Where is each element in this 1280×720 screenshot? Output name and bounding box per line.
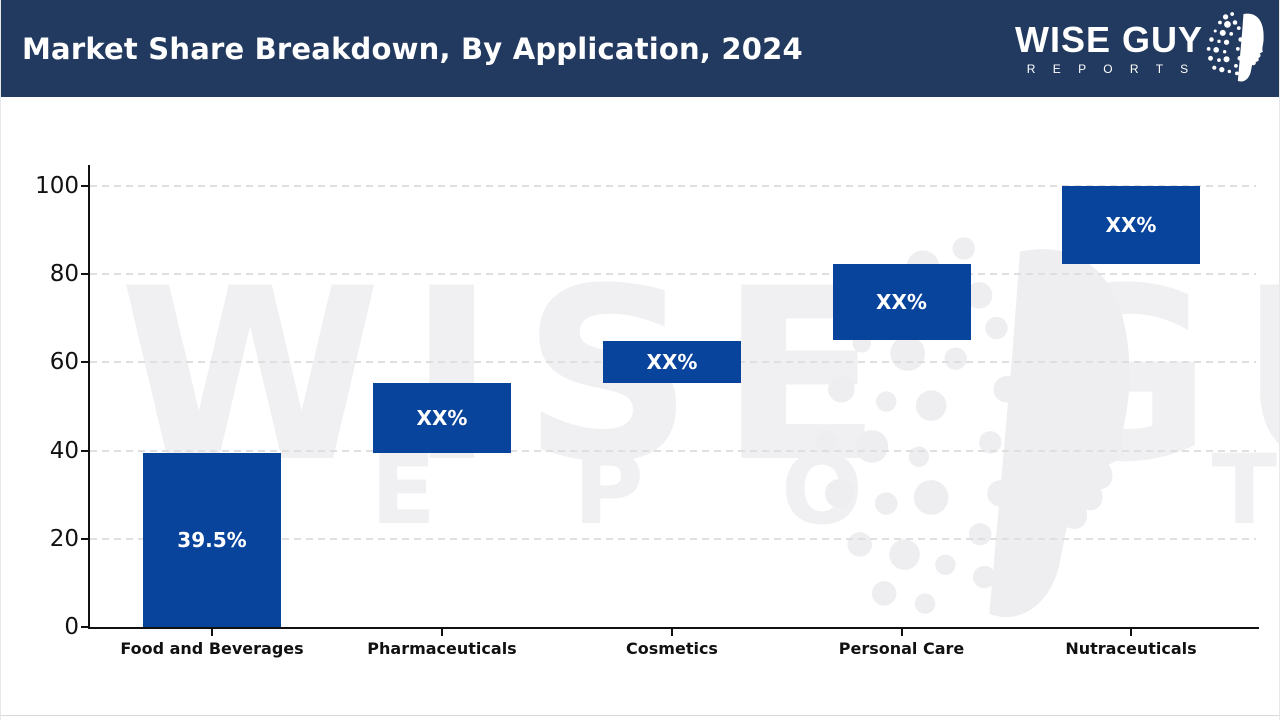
y-tick-40 bbox=[81, 449, 89, 452]
y-tick-80 bbox=[81, 273, 89, 276]
y-tick-0 bbox=[81, 626, 89, 628]
x-category-label: Food and Beverages bbox=[120, 639, 304, 658]
x-category-label: Cosmetics bbox=[626, 639, 718, 658]
y-axis-line bbox=[88, 165, 90, 629]
y-tick-label: 60 bbox=[49, 349, 79, 376]
bar-value-label: 39.5% bbox=[177, 527, 247, 552]
bar-value-label: XX% bbox=[1105, 213, 1157, 238]
waterfall-bar-3: XX% bbox=[832, 264, 971, 341]
bottom-divider bbox=[1, 715, 1279, 716]
waterfall-bar-0: 39.5% bbox=[143, 452, 281, 627]
gridline-y-80 bbox=[90, 273, 1256, 276]
x-tick-1 bbox=[441, 629, 443, 636]
logo-subtitle: R E P O R T S bbox=[1026, 61, 1196, 76]
x-tick-2 bbox=[671, 629, 673, 636]
page-title: Market Share Breakdown, By Application, … bbox=[22, 31, 803, 66]
x-axis-line bbox=[88, 627, 1259, 629]
y-tick-label: 40 bbox=[49, 437, 79, 464]
bar-value-label: XX% bbox=[646, 349, 698, 374]
header-bar: Market Share Breakdown, By Application, … bbox=[1, 0, 1279, 97]
watermark-head-profile-dots-icon bbox=[769, 226, 1179, 628]
x-category-label: Personal Care bbox=[838, 639, 965, 658]
x-tick-0 bbox=[211, 629, 213, 636]
gridline-y-40 bbox=[90, 449, 1256, 452]
gridline-y-100 bbox=[90, 185, 1256, 187]
x-tick-4 bbox=[1130, 629, 1132, 636]
bar-value-label: XX% bbox=[416, 405, 468, 430]
logo-head-profile-dots-icon bbox=[1203, 8, 1267, 90]
y-tick-20 bbox=[81, 537, 89, 540]
y-tick-label: 20 bbox=[49, 525, 79, 552]
y-tick-label: 100 bbox=[35, 173, 79, 199]
x-tick-3 bbox=[900, 629, 903, 636]
x-category-label: Nutraceuticals bbox=[1065, 639, 1197, 658]
y-tick-100 bbox=[81, 185, 89, 187]
y-tick-60 bbox=[81, 361, 89, 364]
waterfall-bar-4: XX% bbox=[1062, 186, 1200, 265]
y-tick-label: 0 bbox=[64, 614, 79, 640]
brand-logo: WISE GUY R E P O R T S bbox=[1014, 8, 1279, 90]
logo-name: WISE GUY bbox=[1014, 18, 1203, 60]
bar-value-label: XX% bbox=[876, 290, 927, 315]
logo-text: WISE GUY R E P O R T S bbox=[1014, 18, 1203, 76]
waterfall-bar-1: XX% bbox=[373, 382, 511, 453]
gridline-y-20 bbox=[90, 537, 1256, 540]
x-category-label: Pharmaceuticals bbox=[367, 639, 517, 658]
y-tick-label: 80 bbox=[49, 261, 79, 288]
waterfall-bar-2: XX% bbox=[603, 340, 741, 383]
